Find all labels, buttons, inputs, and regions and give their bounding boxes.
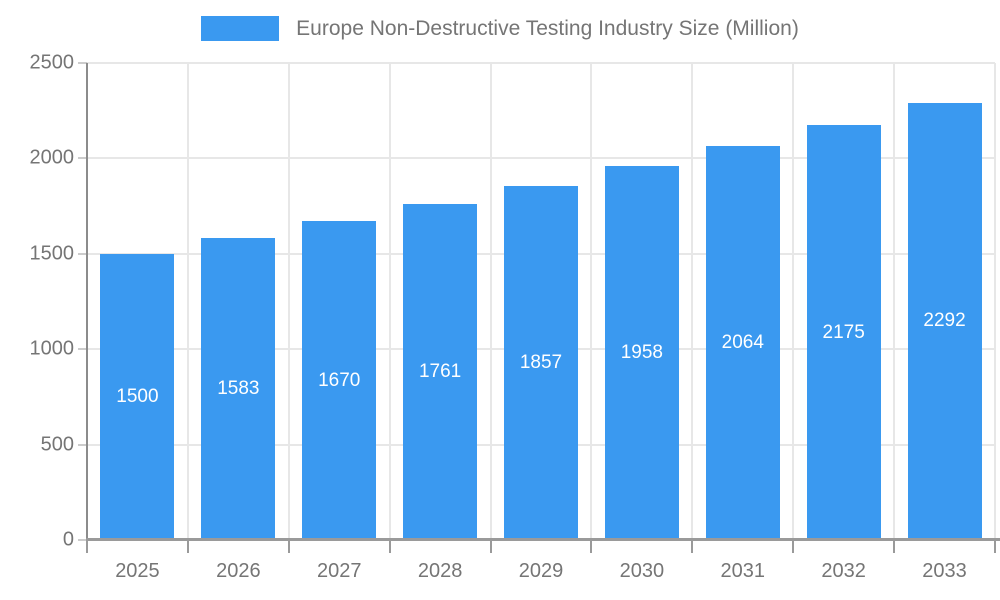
x-axis-label: 2025 [115, 560, 160, 582]
legend-label: Europe Non-Destructive Testing Industry … [296, 16, 799, 40]
y-axis-tick [78, 62, 87, 64]
legend-swatch-icon [201, 16, 280, 41]
x-axis-tick [792, 540, 795, 553]
x-axis-label: 2027 [316, 560, 362, 582]
bar-2025[interactable] [100, 253, 175, 540]
x-axis-label: 2026 [216, 560, 261, 582]
bar-2026[interactable] [201, 237, 276, 540]
bar-2033[interactable] [907, 102, 982, 540]
x-axis-tick [388, 540, 391, 553]
y-gridline [87, 157, 995, 160]
bar-2029[interactable] [504, 185, 578, 540]
y-axis-tick [78, 539, 87, 541]
x-axis-tick [287, 540, 290, 553]
x-axis-label: 2033 [922, 560, 967, 582]
bar-2030[interactable] [604, 166, 679, 540]
y-axis-label: 0 [62, 528, 74, 551]
bar-2031[interactable] [705, 146, 780, 540]
x-gridline [287, 63, 290, 540]
x-gridline [388, 63, 391, 540]
x-axis-tick [590, 540, 593, 553]
bar-2028[interactable] [403, 204, 478, 540]
x-gridline [994, 63, 996, 540]
plot-area: 0 500 1000 1500 2000 2500 1500 2025 1583 2026 1670… [30, 52, 1000, 582]
y-axis-label: 1000 [29, 337, 75, 360]
x-axis-tick [893, 540, 896, 553]
x-axis-label: 2028 [417, 560, 463, 582]
legend-item[interactable]: Europe Non-Destructive Testing Industry … [0, 16, 1000, 41]
y-axis-line [86, 63, 88, 540]
x-axis-tick [86, 540, 88, 553]
x-axis-label: 2031 [720, 560, 766, 582]
x-gridline [792, 63, 795, 540]
x-axis-label: 2029 [518, 560, 564, 582]
y-gridline [87, 62, 995, 64]
y-axis-label: 2000 [29, 146, 75, 169]
x-gridline [489, 63, 492, 540]
y-axis-tick [78, 443, 87, 446]
x-axis-tick [489, 540, 492, 553]
y-axis-tick [78, 157, 87, 160]
y-axis-label: 500 [40, 433, 74, 456]
y-axis-tick [78, 348, 87, 351]
x-gridline [186, 63, 189, 540]
x-gridline [893, 63, 896, 540]
bar-2027[interactable] [302, 221, 377, 540]
y-axis-label: 1500 [29, 242, 75, 265]
x-axis-tick [186, 540, 189, 553]
x-gridline [590, 63, 593, 540]
x-axis-label: 2030 [619, 560, 665, 582]
x-axis-tick [994, 540, 996, 553]
x-axis-tick [691, 540, 694, 553]
y-axis-tick [78, 252, 87, 255]
bar-2032[interactable] [806, 125, 881, 540]
x-axis-label: 2032 [821, 560, 866, 582]
x-gridline [691, 63, 694, 540]
x-axis-line [86, 538, 1000, 541]
y-axis-label: 2500 [29, 51, 75, 74]
